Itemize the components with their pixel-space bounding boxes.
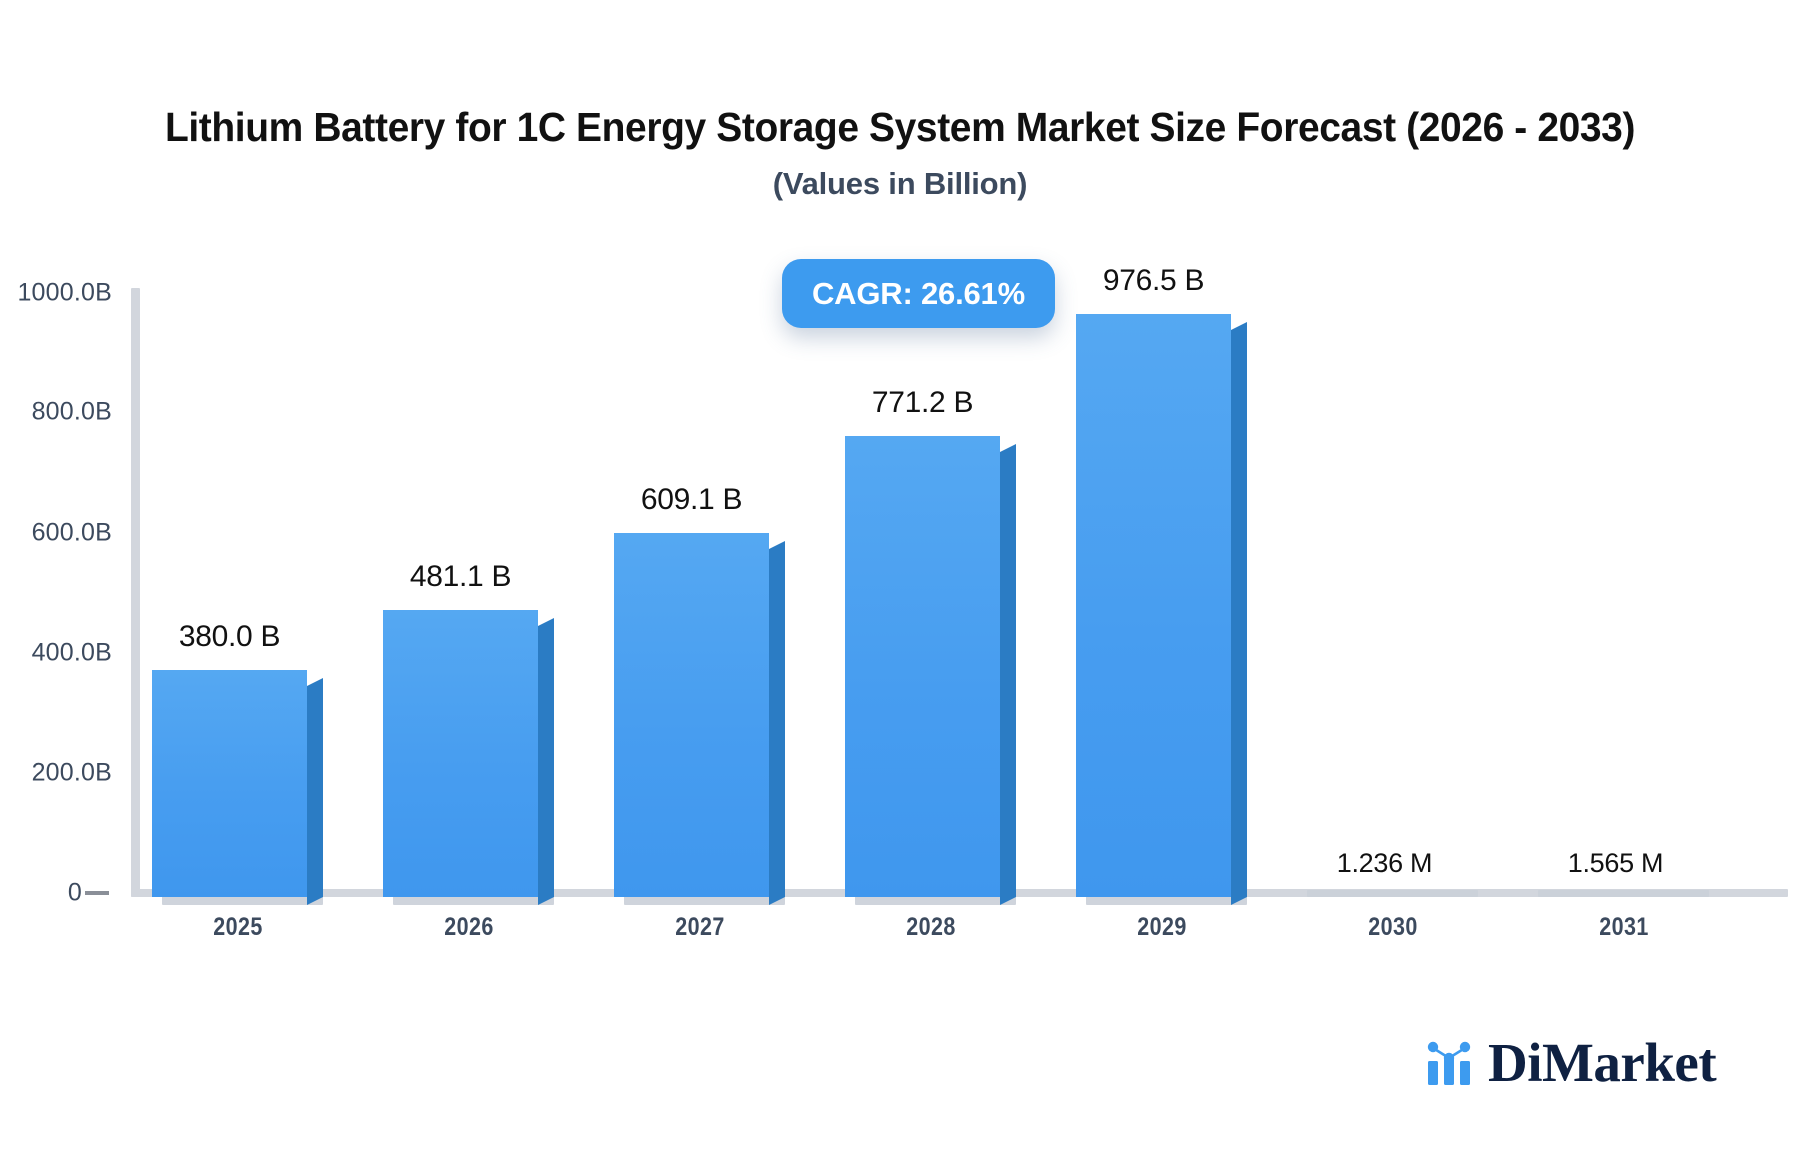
bar-front-face [1538,890,1709,897]
page-title: Lithium Battery for 1C Energy Storage Sy… [164,104,1636,150]
bar-side-face [307,678,323,905]
bar-side-face [1231,322,1247,905]
cagr-badge[interactable]: CAGR: 26.61% [782,259,1055,328]
bar-value-label-2029: 976.5 B [1102,264,1205,297]
bar-2026[interactable]: 481.1 B [383,560,554,905]
y-axis-tick-600: 600.0B [31,518,112,547]
x-axis-tick-2029: 2029 [1137,913,1187,941]
y-axis-tick-400: 400.0B [31,638,112,667]
bar-2025[interactable]: 380.0 B [152,620,323,905]
brand-logo[interactable]: DiMarket [1424,1032,1717,1093]
brand-logo-text: DiMarket [1488,1032,1717,1093]
bar-shadow [1086,896,1247,905]
bar-shadow [162,896,323,905]
bar-value-label-2028: 771.2 B [871,386,974,419]
y-axis-tick-200: 200.0B [31,758,112,787]
bar-front-face [1307,890,1478,897]
bar-2029[interactable]: 976.5 B [1076,264,1247,905]
bar-front-face [152,670,307,897]
bar-front-face [383,610,538,897]
bar-value-label-2026: 481.1 B [409,560,512,593]
bar-side-face [538,618,554,905]
x-axis-tick-2025: 2025 [213,913,263,941]
y-axis-tick-0: 0 [67,878,82,907]
y-axis-tick-1000: 1000.0B [17,278,112,307]
bar-shadow [393,896,554,905]
bar-shadow [624,896,785,905]
bar-2028[interactable]: 771.2 B [845,386,1016,905]
y-axis-zero-tick-mark [85,891,109,895]
x-axis-tick-2031: 2031 [1599,913,1649,941]
x-axis-tick-2028: 2028 [906,913,956,941]
y-axis-line [131,288,140,897]
bar-front-face [1076,314,1231,897]
bar-front-face [614,533,769,897]
bar-value-label-2031: 1.565 M [1567,848,1664,878]
bar-value-label-2027: 609.1 B [640,483,743,516]
x-axis-tick-2026: 2026 [444,913,494,941]
bar-side-face [1000,444,1016,905]
bar-chart-icon [1424,1039,1474,1087]
bar-value-label-2025: 380.0 B [178,620,281,653]
x-axis-tick-2027: 2027 [675,913,725,941]
bar-2027[interactable]: 609.1 B [614,483,785,905]
bar-shadow [855,896,1016,905]
chart-subtitle: (Values in Billion) [772,166,1028,201]
bar-front-face [845,436,1000,897]
x-axis-tick-2030: 2030 [1368,913,1418,941]
bar-side-face [769,541,785,905]
bar-value-label-2030: 1.236 M [1336,848,1433,878]
y-axis-tick-800: 800.0B [31,397,112,426]
